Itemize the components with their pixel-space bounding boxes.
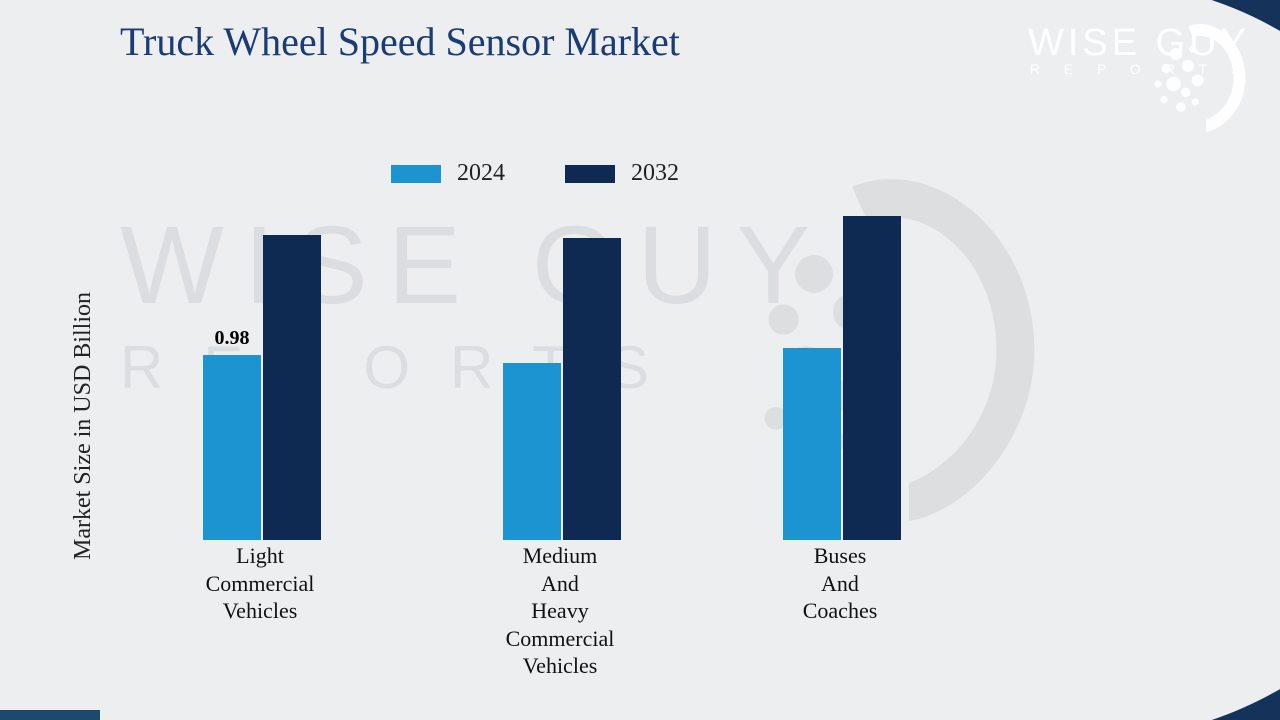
legend-label: 2024 [457, 160, 505, 187]
x-axis-label: MediumAndHeavyCommercialVehicles [470, 542, 650, 680]
bar-group [782, 216, 902, 540]
bar: 0.98 [203, 355, 261, 540]
chart-title: Truck Wheel Speed Sensor Market [120, 18, 680, 65]
brand-logo: WISE GUY R E P O R T S [1028, 22, 1250, 77]
footer-accent [0, 710, 100, 720]
brand-sub-text: R E P O R T S [1028, 61, 1250, 77]
bar [843, 216, 901, 540]
legend-item: 2032 [565, 160, 679, 187]
bar [503, 363, 561, 540]
bar [783, 348, 841, 540]
x-axis-label: BusesAndCoaches [770, 542, 910, 625]
legend: 2024 2032 [140, 160, 930, 187]
infographic-stage: WISE GUY R E P O R T S WISE GUY REPORTS … [0, 0, 1280, 720]
bar-group: 0.98 [202, 235, 322, 540]
legend-swatch [565, 165, 615, 183]
bar-group [502, 238, 622, 540]
legend-label: 2032 [631, 160, 679, 187]
legend-swatch [391, 165, 441, 183]
bar [263, 235, 321, 540]
x-axis-label: LightCommercialVehicles [180, 542, 340, 625]
brand-main-text: WISE GUY [1028, 22, 1250, 65]
bar [563, 238, 621, 540]
y-axis-label: Market Size in USD Billion [70, 292, 97, 560]
legend-item: 2024 [391, 160, 505, 187]
bar-value-label: 0.98 [215, 327, 250, 350]
bar-chart: 2024 2032 0.98 [140, 160, 930, 540]
plot-area: 0.98 [140, 210, 930, 540]
